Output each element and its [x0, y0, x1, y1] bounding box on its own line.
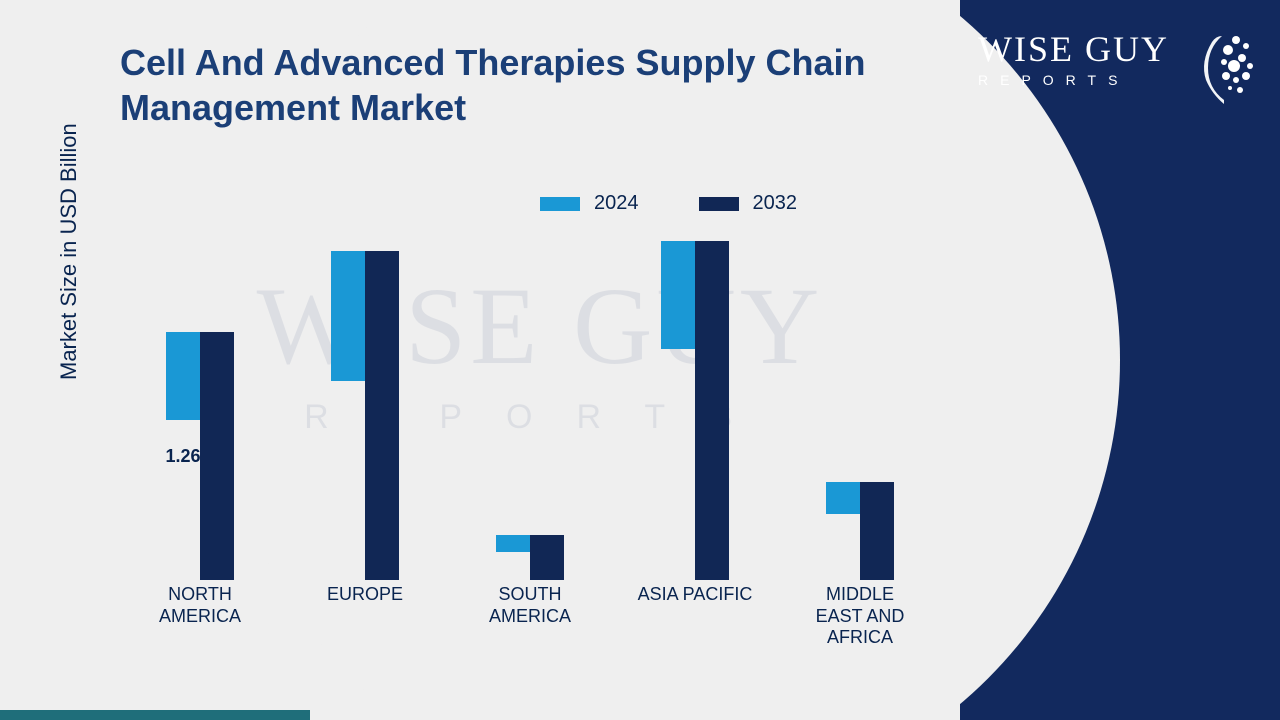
x-axis-labels: NORTH AMERICA EUROPE SOUTH AMERICA ASIA PAC…: [120, 584, 940, 694]
bar-group: [800, 482, 920, 580]
x-axis-label: EUROPE: [295, 584, 435, 606]
bar: [530, 535, 564, 581]
bar: [826, 482, 860, 514]
head-dots-icon: [1178, 28, 1258, 108]
x-axis-label: MIDDLE EAST AND AFRICA: [805, 584, 915, 649]
plot-area: 1.26: [120, 230, 940, 580]
bar: [695, 241, 729, 581]
bar: [365, 251, 399, 580]
bar-group: [635, 241, 755, 581]
bar-group: [470, 535, 590, 581]
bar-group: [305, 251, 425, 580]
chart-title: Cell And Advanced Therapies Supply Chain…: [120, 40, 880, 130]
legend-label-2024: 2024: [594, 192, 639, 215]
bar: [661, 241, 695, 350]
legend: 2024 2032: [540, 192, 797, 215]
legend-item-2032: 2032: [699, 192, 798, 215]
x-axis-label: ASIA PACIFIC: [625, 584, 765, 606]
bar: [166, 332, 200, 420]
y-axis-label: Market Size in USD Billion: [56, 123, 82, 380]
bar: [860, 482, 894, 580]
x-axis-label: SOUTH AMERICA: [460, 584, 600, 627]
legend-label-2032: 2032: [753, 192, 798, 215]
bottom-strip: [0, 710, 310, 720]
logo: WISE GUY REPORTS: [978, 28, 1258, 108]
bar: [496, 535, 530, 553]
legend-item-2024: 2024: [540, 192, 639, 215]
canvas: WISE GUY REPORTS WISE GUY REPORTS Cell A…: [0, 0, 1280, 720]
legend-swatch-2024: [540, 197, 580, 211]
bar: [331, 251, 365, 381]
bar: [200, 332, 234, 581]
x-axis-label: NORTH AMERICA: [130, 584, 270, 627]
bar-value-label: 1.26: [165, 446, 200, 467]
right-panel: [960, 0, 1280, 720]
legend-swatch-2032: [699, 197, 739, 211]
